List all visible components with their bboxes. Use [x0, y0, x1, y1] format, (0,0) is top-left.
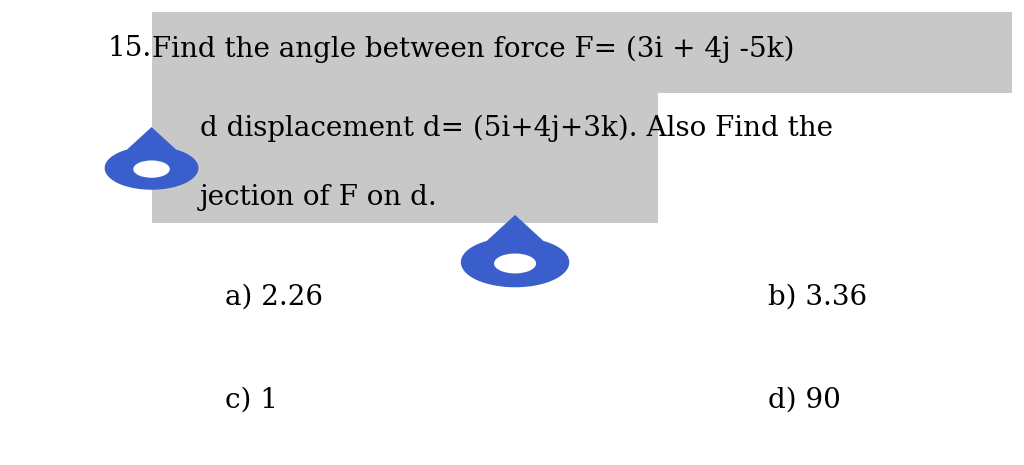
Polygon shape [462, 216, 568, 286]
Circle shape [495, 254, 536, 272]
Text: 15.: 15. [108, 35, 152, 62]
Text: d displacement d= (5i+4j+3k). Also Find the: d displacement d= (5i+4j+3k). Also Find … [200, 114, 833, 141]
Text: b) 3.36: b) 3.36 [768, 284, 867, 311]
Text: Find the angle between force F= (3i + 4j -5k): Find the angle between force F= (3i + 4j… [152, 35, 794, 62]
Circle shape [134, 161, 169, 177]
Text: a) 2.26: a) 2.26 [225, 284, 324, 311]
Text: c) 1: c) 1 [225, 386, 279, 413]
Polygon shape [105, 128, 198, 189]
FancyBboxPatch shape [152, 88, 658, 223]
FancyBboxPatch shape [152, 12, 1012, 93]
Text: d) 90: d) 90 [768, 386, 841, 413]
Text: jection of F on d.: jection of F on d. [200, 184, 437, 211]
